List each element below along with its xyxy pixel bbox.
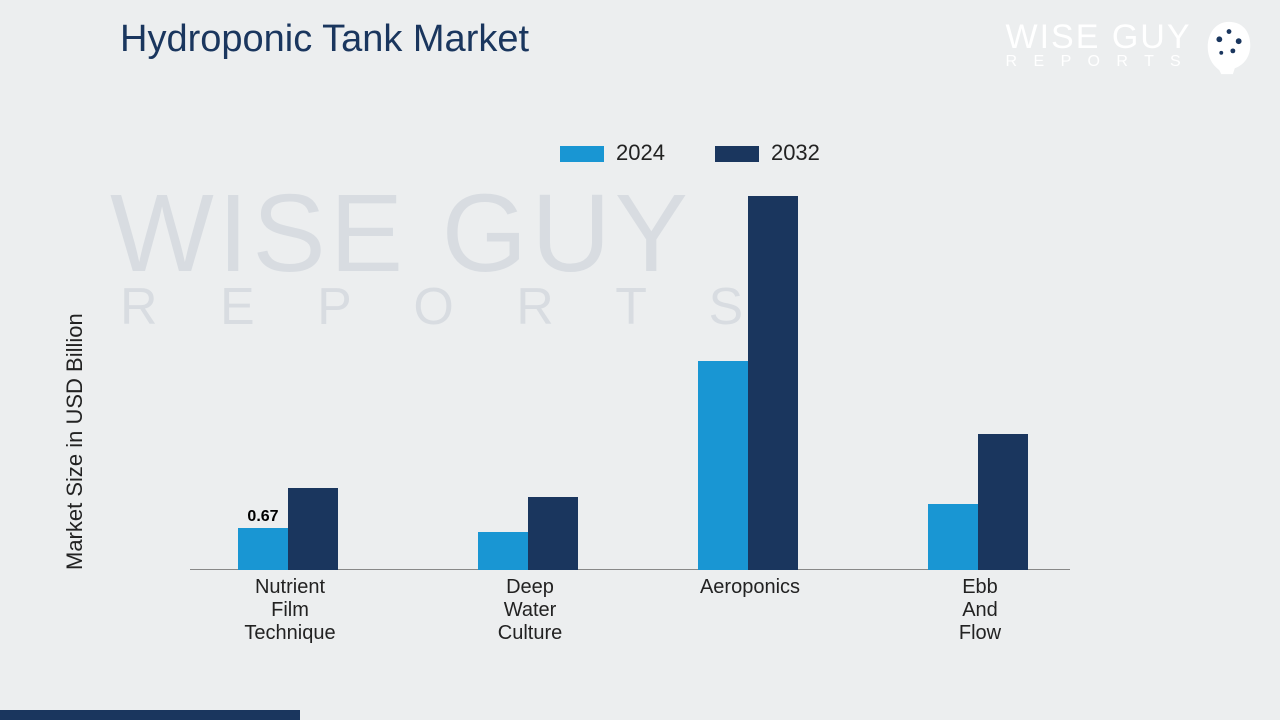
category-label: Deep Water Culture [460,576,600,645]
logo-line1: WISE GUY [1006,18,1192,57]
footer-bar [0,710,300,720]
legend: 2024 2032 [560,140,870,166]
data-label: 0.67 [238,508,288,526]
legend-item: 2024 [560,140,665,166]
bar-2024 [698,361,748,570]
chart-area: 0.67 Nutrient Film Technique Deep Water Cu… [70,150,1070,650]
bar-2032 [978,434,1028,570]
bar-2024 [238,528,288,570]
bar-2024 [478,532,528,570]
bar-2032 [288,488,338,570]
logo-line2: R E P O R T S [1006,53,1192,71]
chart-title: Hydroponic Tank Market [120,18,529,61]
category-label: Nutrient Film Technique [220,576,360,645]
brand-logo: WISE GUY R E P O R T S [1006,18,1258,76]
legend-swatch [560,146,604,162]
bar-2024 [928,504,978,571]
legend-item: 2032 [715,140,820,166]
bar-2032 [528,497,578,570]
category-label: Ebb And Flow [910,576,1050,645]
bar-2032 [748,196,798,570]
logo-head-icon [1200,18,1258,76]
stage: Hydroponic Tank Market WISE GUY R E P O … [0,0,1280,720]
category-label: Aeroponics [680,576,820,599]
legend-swatch [715,146,759,162]
plot-area: 0.67Nutrient Film TechniqueDeep Water Cu… [190,190,1070,570]
